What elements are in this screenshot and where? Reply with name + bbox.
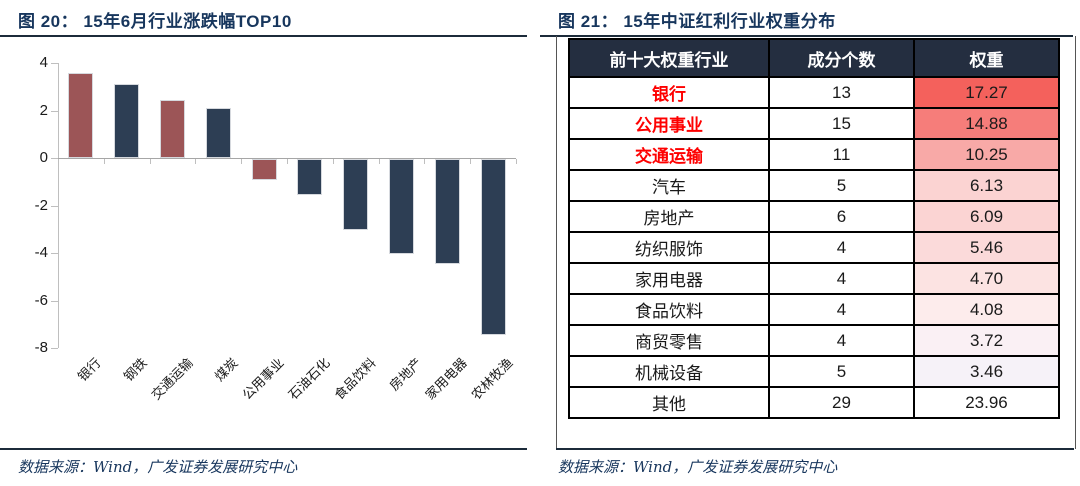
y-axis-tick-label: 2 <box>39 101 48 119</box>
bar <box>68 72 94 158</box>
zero-baseline <box>58 158 516 159</box>
industry-cell: 公用事业 <box>568 107 770 140</box>
bar <box>434 159 460 264</box>
industry-weights-table: 前十大权重行业 成分个数 权重 银行 13 17.27 公用事业 15 14.88 交通运输 11… <box>568 38 1060 419</box>
column-header: 权重 <box>913 38 1060 78</box>
figure-20-title: 图 20： 15年6月行业涨跌幅TOP10 <box>18 12 292 31</box>
figure-20-title-divider <box>0 35 527 37</box>
weight-cell: 6.13 <box>913 169 1060 202</box>
count-cell: 4 <box>768 262 915 295</box>
weight-cell: 3.46 <box>913 355 1060 388</box>
column-header: 前十大权重行业 <box>568 38 770 78</box>
table-row: 机械设备 5 3.46 <box>568 355 1060 388</box>
x-axis-tick-mark <box>470 159 472 164</box>
table-row: 家用电器 4 4.70 <box>568 262 1060 295</box>
y-axis-tick-mark <box>51 348 58 349</box>
x-axis-tick-mark <box>195 159 197 164</box>
figure-20-data-source: 数据来源：Wind，广发证券发展研究中心 <box>18 458 298 476</box>
weight-cell: 10.25 <box>913 138 1060 171</box>
bar <box>343 159 369 231</box>
industry-cell: 商贸零售 <box>568 324 770 357</box>
bar <box>114 84 140 158</box>
figure-21-title: 图 21： 15年中证红利行业权重分布 <box>558 12 836 31</box>
y-axis-tick-mark <box>51 63 58 64</box>
y-axis-tick-mark <box>51 300 58 302</box>
y-axis-tick-label: -8 <box>34 339 48 356</box>
count-cell: 4 <box>768 293 915 326</box>
x-axis-tick-mark <box>424 159 426 164</box>
table-row: 商贸零售 4 3.72 <box>568 324 1060 357</box>
weight-cell: 17.27 <box>913 76 1060 109</box>
y-axis-tick-label: 0 <box>39 149 48 166</box>
y-axis-tick-mark <box>51 205 58 207</box>
count-cell: 5 <box>768 355 915 388</box>
y-axis-line <box>58 63 59 348</box>
industry-cell: 纺织服饰 <box>568 231 770 264</box>
industry-cell: 食品饮料 <box>568 293 770 326</box>
figure-21-data-source: 数据来源：Wind，广发证券发展研究中心 <box>558 458 838 476</box>
table-row: 食品饮料 4 4.08 <box>568 293 1060 326</box>
count-cell: 4 <box>768 324 915 357</box>
table-row: 其他 29 23.96 <box>568 386 1060 419</box>
industry-cell: 房地产 <box>568 200 770 233</box>
weight-cell: 3.72 <box>913 324 1060 357</box>
y-axis-tick-label: -2 <box>34 196 48 214</box>
x-axis-tick-mark <box>516 159 517 164</box>
weight-cell: 4.70 <box>913 262 1060 295</box>
table-row: 交通运输 11 10.25 <box>568 138 1060 171</box>
bar <box>297 159 323 195</box>
industry-cell: 银行 <box>568 76 770 109</box>
count-cell: 13 <box>768 76 915 109</box>
table-row: 纺织服饰 4 5.46 <box>568 231 1060 264</box>
table-row: 银行 13 17.27 <box>568 76 1060 109</box>
figure-21-content-frame <box>556 36 1076 449</box>
bar <box>205 108 231 158</box>
y-axis-tick-mark <box>51 253 58 254</box>
x-axis-tick-mark <box>378 159 380 164</box>
figure-20-bottom-divider <box>0 448 527 450</box>
x-axis-tick-mark <box>287 159 288 164</box>
bar <box>480 159 506 335</box>
y-axis-tick-mark <box>51 158 58 159</box>
weight-cell: 4.08 <box>913 293 1060 326</box>
industry-cell: 其他 <box>568 386 770 419</box>
count-cell: 4 <box>768 231 915 264</box>
count-cell: 6 <box>768 200 915 233</box>
weight-cell: 5.46 <box>913 231 1060 264</box>
table-row: 汽车 5 6.13 <box>568 169 1060 202</box>
industry-cell: 交通运输 <box>568 138 770 171</box>
bar <box>160 99 185 158</box>
count-cell: 29 <box>768 386 915 419</box>
count-cell: 11 <box>768 138 915 171</box>
industry-change-bar-chart: 4 2 0 -2 -4 -6 -8 银行 钢铁 交通运输 煤炭 公用事业 石油石化 食品饮料 房地产 家用电器… <box>0 40 540 445</box>
column-header: 成分个数 <box>768 38 915 78</box>
figure-21-title-divider <box>540 35 1073 37</box>
x-axis-tick-mark <box>103 159 105 164</box>
bar <box>389 159 414 254</box>
table-header-row: 前十大权重行业 成分个数 权重 <box>568 38 1060 78</box>
x-axis-tick-mark <box>149 159 151 164</box>
x-axis-tick-mark <box>332 159 334 164</box>
weight-cell: 14.88 <box>913 107 1060 140</box>
count-cell: 15 <box>768 107 915 140</box>
y-axis-tick-mark <box>51 110 58 112</box>
table-row: 房地产 6 6.09 <box>568 200 1060 233</box>
industry-cell: 机械设备 <box>568 355 770 388</box>
weight-cell: 23.96 <box>913 386 1060 419</box>
industry-cell: 汽车 <box>568 169 770 202</box>
figure-21-bottom-divider <box>556 448 1074 450</box>
x-axis-tick-mark <box>241 159 243 164</box>
y-axis-tick-label: 4 <box>39 54 48 71</box>
weight-cell: 6.09 <box>913 200 1060 233</box>
y-axis-tick-label: -6 <box>34 291 48 309</box>
figure-20-panel: 图 20： 15年6月行业涨跌幅TOP10 4 2 0 -2 -4 -6 -8 银行 钢铁 交通运… <box>0 12 540 476</box>
industry-cell: 家用电器 <box>568 262 770 295</box>
figure-21-panel: 图 21： 15年中证红利行业权重分布 前十大权重行业 成分个数 权重 银行 13 17… <box>540 0 1080 486</box>
y-axis-tick-label: -4 <box>34 244 48 261</box>
count-cell: 5 <box>768 169 915 202</box>
bar <box>251 159 277 181</box>
table-row: 公用事业 15 14.88 <box>568 107 1060 140</box>
